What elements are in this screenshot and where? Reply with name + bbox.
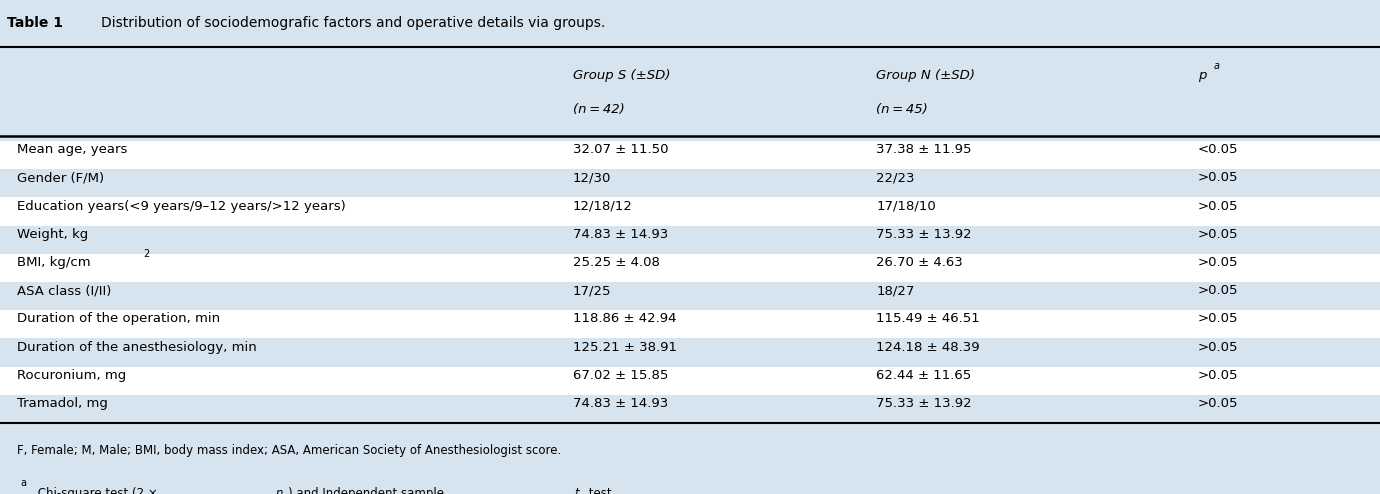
Text: <0.05: <0.05 xyxy=(1198,143,1238,156)
Bar xyxy=(0,198,1380,226)
Text: a: a xyxy=(1214,61,1220,71)
Text: 74.83 ± 14.93: 74.83 ± 14.93 xyxy=(573,397,668,410)
Text: 12/18/12: 12/18/12 xyxy=(573,200,632,212)
Text: 115.49 ± 46.51: 115.49 ± 46.51 xyxy=(876,312,980,326)
Text: 18/27: 18/27 xyxy=(876,284,915,297)
Text: 26.70 ± 4.63: 26.70 ± 4.63 xyxy=(876,256,963,269)
Bar xyxy=(0,282,1380,310)
Text: 17/25: 17/25 xyxy=(573,284,611,297)
Text: F, Female; M, Male; BMI, body mass index; ASA, American Society of Anesthesiolog: F, Female; M, Male; BMI, body mass index… xyxy=(17,445,560,457)
Text: 37.38 ± 11.95: 37.38 ± 11.95 xyxy=(876,143,972,156)
Bar xyxy=(0,254,1380,282)
Text: ) and Independent sample: ) and Independent sample xyxy=(288,487,449,494)
Text: Distribution of sociodemografic factors and operative details via groups.: Distribution of sociodemografic factors … xyxy=(101,16,604,30)
Text: Gender (F/M): Gender (F/M) xyxy=(17,171,104,184)
Text: Chi-square test (2 ×: Chi-square test (2 × xyxy=(34,487,161,494)
Text: 125.21 ± 38.91: 125.21 ± 38.91 xyxy=(573,340,676,354)
Text: 118.86 ± 42.94: 118.86 ± 42.94 xyxy=(573,312,676,326)
Text: >0.05: >0.05 xyxy=(1198,256,1238,269)
Text: >0.05: >0.05 xyxy=(1198,369,1238,382)
Text: 62.44 ± 11.65: 62.44 ± 11.65 xyxy=(876,369,972,382)
Text: a: a xyxy=(21,478,26,488)
Text: (n = 45): (n = 45) xyxy=(876,103,929,116)
Text: ASA class (I/II): ASA class (I/II) xyxy=(17,284,110,297)
Text: Duration of the operation, min: Duration of the operation, min xyxy=(17,312,219,326)
Text: 32.07 ± 11.50: 32.07 ± 11.50 xyxy=(573,143,668,156)
Bar xyxy=(0,367,1380,395)
Bar xyxy=(0,338,1380,367)
Bar xyxy=(0,310,1380,338)
Text: 67.02 ± 15.85: 67.02 ± 15.85 xyxy=(573,369,668,382)
Text: Group S (±SD): Group S (±SD) xyxy=(573,69,671,82)
Text: BMI, kg/cm: BMI, kg/cm xyxy=(17,256,90,269)
Text: test.: test. xyxy=(585,487,615,494)
Text: Table 1: Table 1 xyxy=(7,16,63,30)
Text: 22/23: 22/23 xyxy=(876,171,915,184)
Text: Tramadol, mg: Tramadol, mg xyxy=(17,397,108,410)
Text: >0.05: >0.05 xyxy=(1198,397,1238,410)
Text: Weight, kg: Weight, kg xyxy=(17,228,88,241)
Text: 12/30: 12/30 xyxy=(573,171,611,184)
Bar xyxy=(0,226,1380,254)
Text: Mean age, years: Mean age, years xyxy=(17,143,127,156)
Text: >0.05: >0.05 xyxy=(1198,171,1238,184)
Text: >0.05: >0.05 xyxy=(1198,312,1238,326)
Text: 25.25 ± 4.08: 25.25 ± 4.08 xyxy=(573,256,660,269)
Text: Education years(<9 years/9–12 years/>12 years): Education years(<9 years/9–12 years/>12 … xyxy=(17,200,345,212)
Text: Rocuronium, mg: Rocuronium, mg xyxy=(17,369,126,382)
Text: Duration of the anesthesiology, min: Duration of the anesthesiology, min xyxy=(17,340,257,354)
Text: >0.05: >0.05 xyxy=(1198,340,1238,354)
Text: 17/18/10: 17/18/10 xyxy=(876,200,936,212)
Text: 75.33 ± 13.92: 75.33 ± 13.92 xyxy=(876,228,972,241)
Text: 2: 2 xyxy=(144,249,149,259)
Text: p: p xyxy=(1198,69,1206,82)
Text: (n = 42): (n = 42) xyxy=(573,103,624,116)
Text: 75.33 ± 13.92: 75.33 ± 13.92 xyxy=(876,397,972,410)
Text: >0.05: >0.05 xyxy=(1198,284,1238,297)
Bar xyxy=(0,395,1380,423)
Bar xyxy=(0,169,1380,198)
Text: n: n xyxy=(276,487,283,494)
Text: Group N (±SD): Group N (±SD) xyxy=(876,69,976,82)
Text: 74.83 ± 14.93: 74.83 ± 14.93 xyxy=(573,228,668,241)
Text: 124.18 ± 48.39: 124.18 ± 48.39 xyxy=(876,340,980,354)
Bar xyxy=(0,141,1380,169)
Text: >0.05: >0.05 xyxy=(1198,200,1238,212)
Text: >0.05: >0.05 xyxy=(1198,228,1238,241)
Text: t: t xyxy=(574,487,578,494)
